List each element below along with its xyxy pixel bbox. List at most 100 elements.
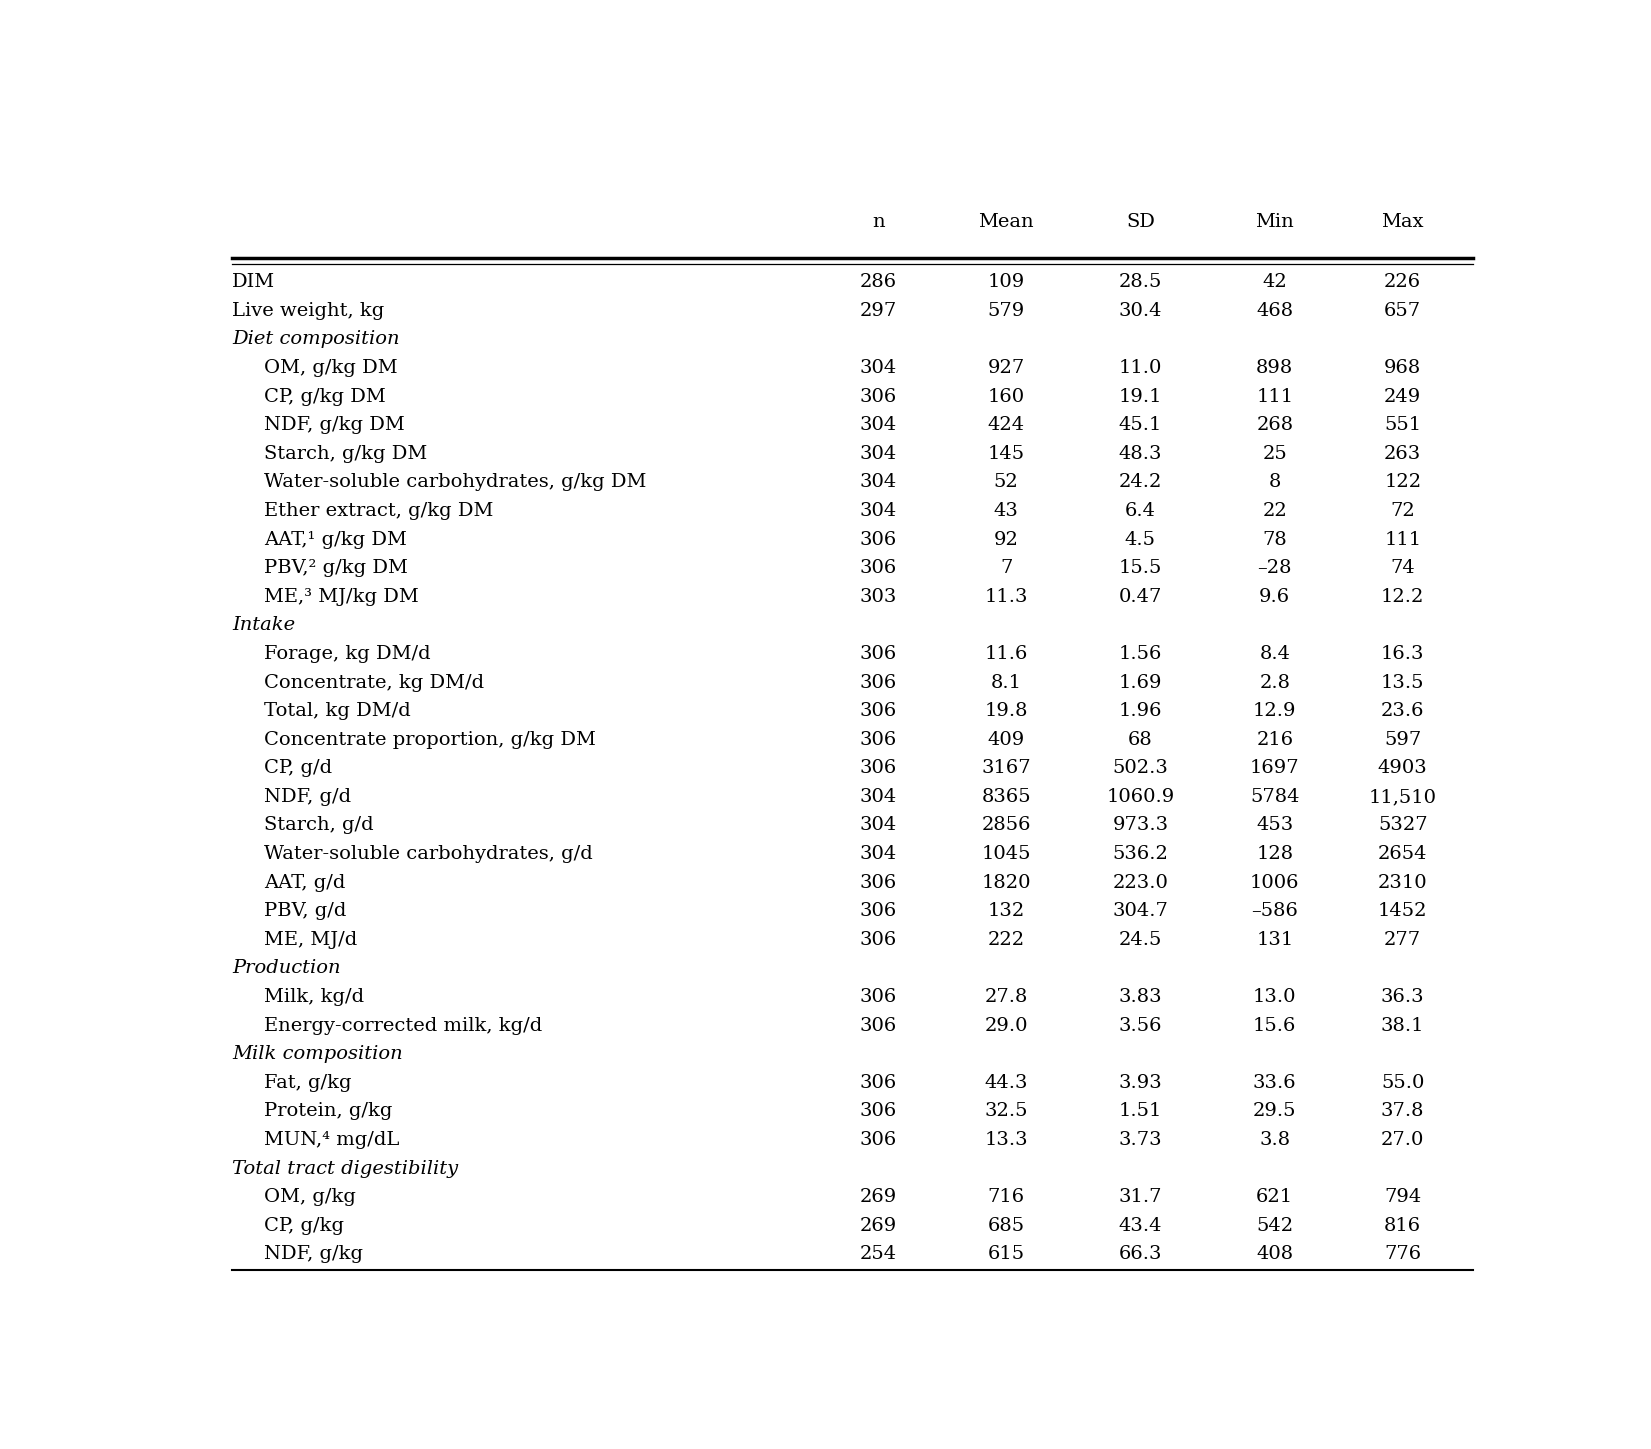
Text: 277: 277 (1384, 930, 1422, 949)
Text: 7: 7 (1001, 559, 1012, 577)
Text: 1045: 1045 (981, 845, 1030, 864)
Text: Milk, kg/d: Milk, kg/d (264, 988, 365, 1006)
Text: 5784: 5784 (1250, 788, 1299, 806)
Text: 22: 22 (1263, 501, 1288, 520)
Text: 38.1: 38.1 (1380, 1017, 1425, 1035)
Text: 306: 306 (860, 1132, 896, 1149)
Text: 306: 306 (860, 874, 896, 891)
Text: 304: 304 (860, 788, 896, 806)
Text: 1820: 1820 (981, 874, 1030, 891)
Text: 2310: 2310 (1379, 874, 1428, 891)
Text: 13.5: 13.5 (1380, 674, 1425, 691)
Text: Mean: Mean (979, 213, 1034, 230)
Text: 13.3: 13.3 (984, 1132, 1029, 1149)
Text: 306: 306 (860, 645, 896, 662)
Text: –586: –586 (1251, 903, 1298, 920)
Text: 1697: 1697 (1250, 759, 1299, 777)
Text: 685: 685 (987, 1217, 1025, 1235)
Text: 1452: 1452 (1379, 903, 1428, 920)
Text: 304: 304 (860, 445, 896, 462)
Text: 2.8: 2.8 (1260, 674, 1291, 691)
Text: 27.0: 27.0 (1380, 1132, 1425, 1149)
Text: n: n (872, 213, 885, 230)
Text: 45.1: 45.1 (1119, 416, 1162, 435)
Text: 128: 128 (1256, 845, 1293, 864)
Text: 43.4: 43.4 (1119, 1217, 1162, 1235)
Text: 8365: 8365 (981, 788, 1030, 806)
Text: Live weight, kg: Live weight, kg (231, 301, 385, 320)
Text: CP, g/d: CP, g/d (264, 759, 332, 777)
Text: 3.83: 3.83 (1119, 988, 1162, 1006)
Text: Concentrate, kg DM/d: Concentrate, kg DM/d (264, 674, 484, 691)
Text: ME, MJ/d: ME, MJ/d (264, 930, 357, 949)
Text: AAT,¹ g/kg DM: AAT,¹ g/kg DM (264, 530, 406, 549)
Text: 716: 716 (987, 1188, 1025, 1206)
Text: 11.6: 11.6 (984, 645, 1029, 662)
Text: 15.5: 15.5 (1119, 559, 1162, 577)
Text: 160: 160 (987, 387, 1025, 406)
Text: 1.96: 1.96 (1119, 703, 1162, 720)
Text: 11.0: 11.0 (1119, 359, 1162, 377)
Text: 968: 968 (1384, 359, 1422, 377)
Text: 111: 111 (1256, 387, 1293, 406)
Text: 226: 226 (1384, 274, 1422, 291)
Text: 1.56: 1.56 (1119, 645, 1162, 662)
Text: 9.6: 9.6 (1260, 588, 1291, 606)
Text: 8.4: 8.4 (1260, 645, 1291, 662)
Text: 3167: 3167 (981, 759, 1030, 777)
Text: PBV, g/d: PBV, g/d (264, 903, 347, 920)
Text: 11.3: 11.3 (984, 588, 1029, 606)
Text: 66.3: 66.3 (1119, 1245, 1162, 1264)
Text: Production: Production (231, 959, 340, 978)
Text: 254: 254 (860, 1245, 896, 1264)
Text: NDF, g/kg DM: NDF, g/kg DM (264, 416, 404, 435)
Text: Forage, kg DM/d: Forage, kg DM/d (264, 645, 431, 662)
Text: DIM: DIM (231, 274, 276, 291)
Text: 29.5: 29.5 (1253, 1103, 1296, 1120)
Text: 36.3: 36.3 (1380, 988, 1425, 1006)
Text: 109: 109 (987, 274, 1025, 291)
Text: 3.8: 3.8 (1260, 1132, 1291, 1149)
Text: 1.69: 1.69 (1119, 674, 1162, 691)
Text: Starch, g/kg DM: Starch, g/kg DM (264, 445, 428, 462)
Text: 776: 776 (1384, 1245, 1422, 1264)
Text: Concentrate proportion, g/kg DM: Concentrate proportion, g/kg DM (264, 730, 596, 749)
Text: 3.93: 3.93 (1119, 1074, 1162, 1093)
Text: 27.8: 27.8 (984, 988, 1029, 1006)
Text: Water-soluble carbohydrates, g/kg DM: Water-soluble carbohydrates, g/kg DM (264, 474, 646, 491)
Text: 306: 306 (860, 759, 896, 777)
Text: 16.3: 16.3 (1380, 645, 1425, 662)
Text: 74: 74 (1390, 559, 1415, 577)
Text: 304: 304 (860, 501, 896, 520)
Text: 304.7: 304.7 (1113, 903, 1169, 920)
Text: 306: 306 (860, 988, 896, 1006)
Text: 306: 306 (860, 559, 896, 577)
Text: 1060.9: 1060.9 (1106, 788, 1174, 806)
Text: 269: 269 (860, 1217, 896, 1235)
Text: –28: –28 (1258, 559, 1293, 577)
Text: 2856: 2856 (981, 816, 1030, 835)
Text: 269: 269 (860, 1188, 896, 1206)
Text: 408: 408 (1256, 1245, 1293, 1264)
Text: 657: 657 (1384, 301, 1422, 320)
Text: Ether extract, g/kg DM: Ether extract, g/kg DM (264, 501, 494, 520)
Text: 3.56: 3.56 (1119, 1017, 1162, 1035)
Text: 8.1: 8.1 (991, 674, 1022, 691)
Text: CP, g/kg DM: CP, g/kg DM (264, 387, 386, 406)
Text: 55.0: 55.0 (1380, 1074, 1425, 1093)
Text: 502.3: 502.3 (1113, 759, 1169, 777)
Text: 15.6: 15.6 (1253, 1017, 1296, 1035)
Text: 579: 579 (987, 301, 1025, 320)
Text: 4.5: 4.5 (1124, 530, 1156, 549)
Text: 306: 306 (860, 1017, 896, 1035)
Text: 11,510: 11,510 (1369, 788, 1436, 806)
Text: 31.7: 31.7 (1119, 1188, 1162, 1206)
Text: 542: 542 (1256, 1217, 1293, 1235)
Text: 5327: 5327 (1379, 816, 1428, 835)
Text: Min: Min (1255, 213, 1294, 230)
Text: 131: 131 (1256, 930, 1293, 949)
Text: Total tract digestibility: Total tract digestibility (231, 1159, 457, 1178)
Text: 30.4: 30.4 (1119, 301, 1162, 320)
Text: 597: 597 (1384, 730, 1422, 749)
Text: 25: 25 (1263, 445, 1288, 462)
